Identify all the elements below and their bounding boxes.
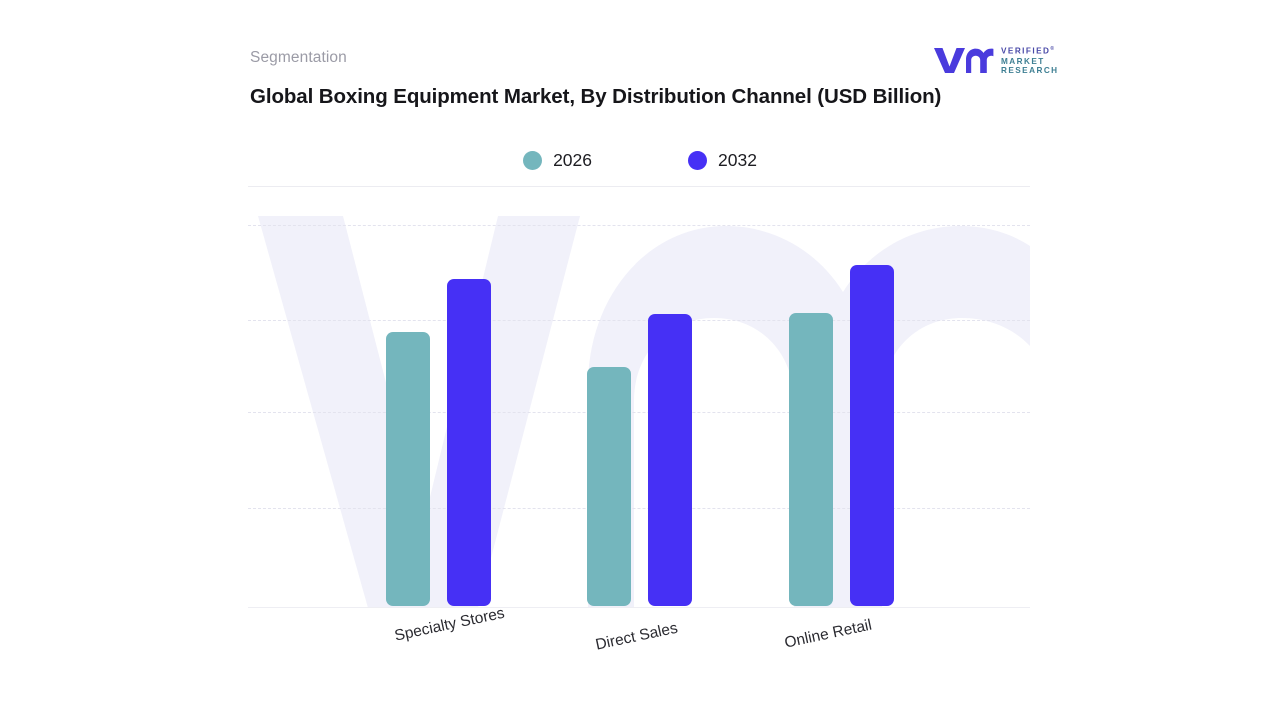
legend-label: 2026 bbox=[553, 150, 592, 170]
logo-wordmark: VERIFIED® MARKET RESEARCH bbox=[1001, 44, 1059, 75]
gridline-4 bbox=[248, 225, 1030, 226]
logo-line-market: MARKET bbox=[1001, 56, 1045, 66]
circle-marker-icon bbox=[688, 151, 707, 170]
page-title: Global Boxing Equipment Market, By Distr… bbox=[250, 85, 942, 108]
legend-label: 2032 bbox=[718, 150, 757, 170]
circle-marker-icon bbox=[523, 151, 543, 170]
category-label-online-retail: Online Retail bbox=[783, 616, 874, 652]
vm-monogram-icon bbox=[934, 48, 994, 73]
bar-online-retail-2026[interactable] bbox=[789, 313, 833, 606]
vm-watermark-icon bbox=[258, 216, 1030, 608]
gridline-3 bbox=[248, 320, 1030, 321]
header-divider bbox=[248, 186, 1030, 187]
category-label-direct-sales: Direct Sales bbox=[594, 619, 680, 654]
gridline-1 bbox=[248, 508, 1030, 509]
chart-legend: 2026 2032 bbox=[250, 150, 1030, 171]
plot-area bbox=[248, 196, 1030, 608]
bar-direct-sales-2026[interactable] bbox=[587, 367, 631, 606]
gridline-2 bbox=[248, 412, 1030, 413]
x-axis-line bbox=[248, 607, 1030, 608]
registered-mark-icon: ® bbox=[1050, 46, 1055, 53]
logo-line-research: RESEARCH bbox=[1001, 66, 1059, 76]
bar-specialty-stores-2026[interactable] bbox=[386, 332, 430, 606]
legend-item-2032[interactable]: 2032 bbox=[688, 150, 757, 171]
category-label-specialty-stores: Specialty Stores bbox=[393, 604, 507, 645]
logo-line-verified: VERIFIED® bbox=[1001, 46, 1055, 57]
legend-item-2026[interactable]: 2026 bbox=[523, 150, 592, 171]
segmentation-eyebrow: Segmentation bbox=[250, 49, 347, 66]
bar-online-retail-2032[interactable] bbox=[850, 265, 894, 606]
bar-direct-sales-2032[interactable] bbox=[648, 314, 692, 606]
verified-market-research-logo: VERIFIED® MARKET RESEARCH bbox=[932, 41, 1062, 79]
bar-specialty-stores-2032[interactable] bbox=[447, 279, 491, 606]
